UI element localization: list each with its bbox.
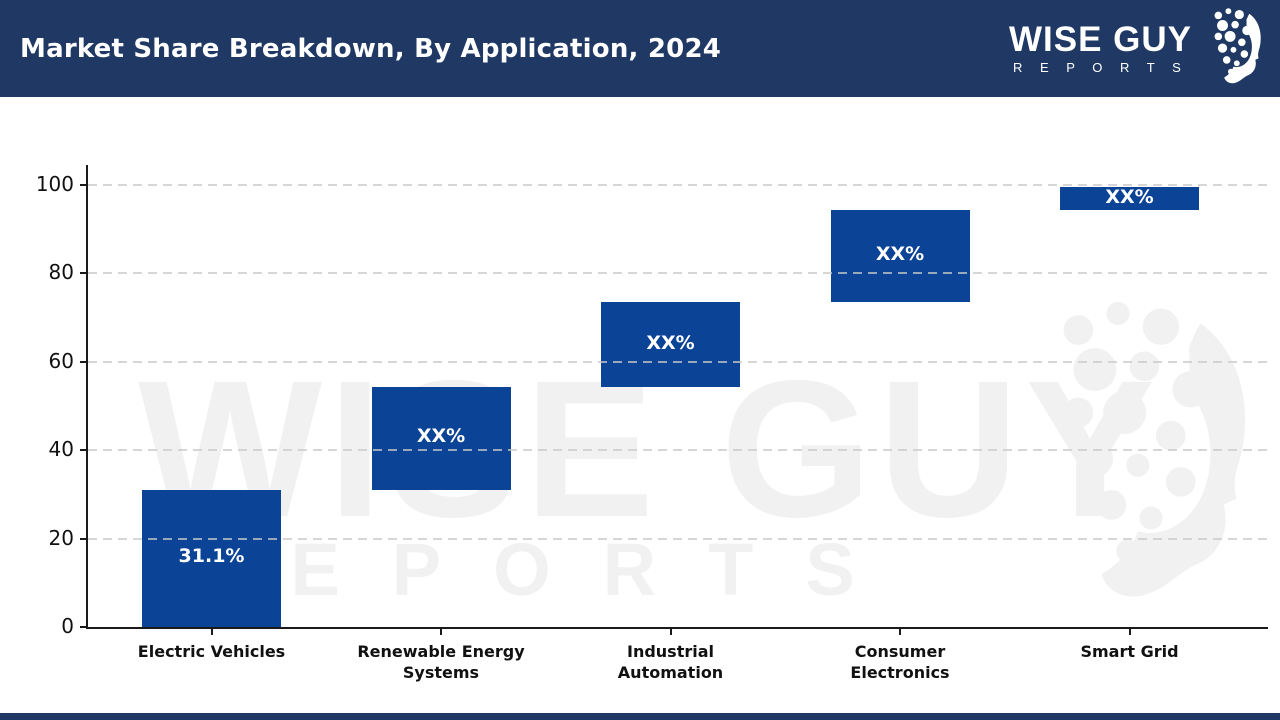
- gridline: [88, 272, 1268, 275]
- x-category-label-line: Electric Vehicles: [137, 642, 286, 661]
- brand-logo: WISE GUY R E P O R T S: [1009, 7, 1262, 91]
- x-category-label-line: Renewable Energy: [357, 642, 525, 661]
- bar-value-label: XX%: [416, 425, 466, 448]
- bar-segment: [830, 210, 970, 303]
- y-tick: [80, 626, 88, 628]
- bar-chart: 31.1% XX% XX% XX% XX% 0 20 40 60 80 100 Electric Ve…: [0, 97, 1280, 713]
- brand-logo-text: WISE GUY R E P O R T S: [1009, 22, 1192, 75]
- bar-segment: [371, 386, 511, 490]
- x-axis-line: [86, 627, 1268, 629]
- logo-wordmark: WISE GUY: [1008, 20, 1192, 59]
- page-title: Market Share Breakdown, By Application, …: [20, 33, 722, 64]
- x-category-label-line: Systems: [402, 663, 480, 682]
- x-tick: [669, 627, 672, 635]
- y-tick: [80, 449, 88, 452]
- x-category-label: Electric Vehicles: [97, 641, 327, 662]
- y-tick-label: 100: [35, 172, 74, 196]
- x-category-label-line: Consumer: [854, 642, 946, 661]
- bar-value-label: XX%: [1105, 185, 1154, 208]
- x-category-label: Renewable Energy Systems: [326, 641, 556, 683]
- x-category-label: Consumer Electronics: [785, 641, 1015, 683]
- logo-tagline: R E P O R T S: [1012, 60, 1188, 75]
- logo-face-icon: [1178, 7, 1262, 91]
- x-tick: [440, 627, 442, 635]
- y-tick-label: 40: [48, 437, 74, 462]
- y-tick: [80, 272, 88, 275]
- y-tick: [80, 537, 88, 540]
- y-tick-label: 0: [61, 614, 74, 638]
- y-tick-label: 80: [48, 260, 74, 285]
- x-category-label-line: Automation: [617, 663, 724, 682]
- gridline: [88, 449, 1268, 452]
- gridline: [88, 537, 1268, 540]
- header: Market Share Breakdown, By Application, …: [0, 0, 1280, 97]
- bar-segment: [142, 489, 281, 627]
- x-category-label: Smart Grid: [1015, 641, 1245, 662]
- y-tick: [80, 184, 88, 186]
- gridline: [88, 184, 1268, 186]
- x-tick: [210, 627, 213, 635]
- x-category-label-line: Electronics: [850, 663, 950, 682]
- bar-segment: [1060, 187, 1199, 211]
- x-category-label-line: Smart Grid: [1080, 642, 1179, 661]
- x-tick: [1128, 627, 1131, 635]
- bar-value-label: XX%: [875, 243, 925, 266]
- x-category-label: Industrial Automation: [556, 641, 786, 683]
- bar-segment: [601, 302, 740, 387]
- y-tick: [80, 360, 88, 363]
- footer-bar: [0, 713, 1280, 720]
- y-axis-line: [86, 165, 88, 629]
- y-tick-label: 60: [48, 348, 74, 373]
- watermark-tagline: REPORTS: [185, 528, 907, 611]
- x-tick: [899, 627, 901, 635]
- gridline: [88, 360, 1268, 363]
- chart-canvas: WISE GUY REPORTS 31.1% XX% XX% XX% XX% 0 20 40 6…: [0, 97, 1280, 713]
- y-tick-label: 20: [48, 525, 74, 550]
- x-category-label-line: Industrial: [626, 642, 714, 661]
- bar-value-label: 31.1%: [178, 545, 245, 568]
- bar-value-label: XX%: [646, 331, 695, 354]
